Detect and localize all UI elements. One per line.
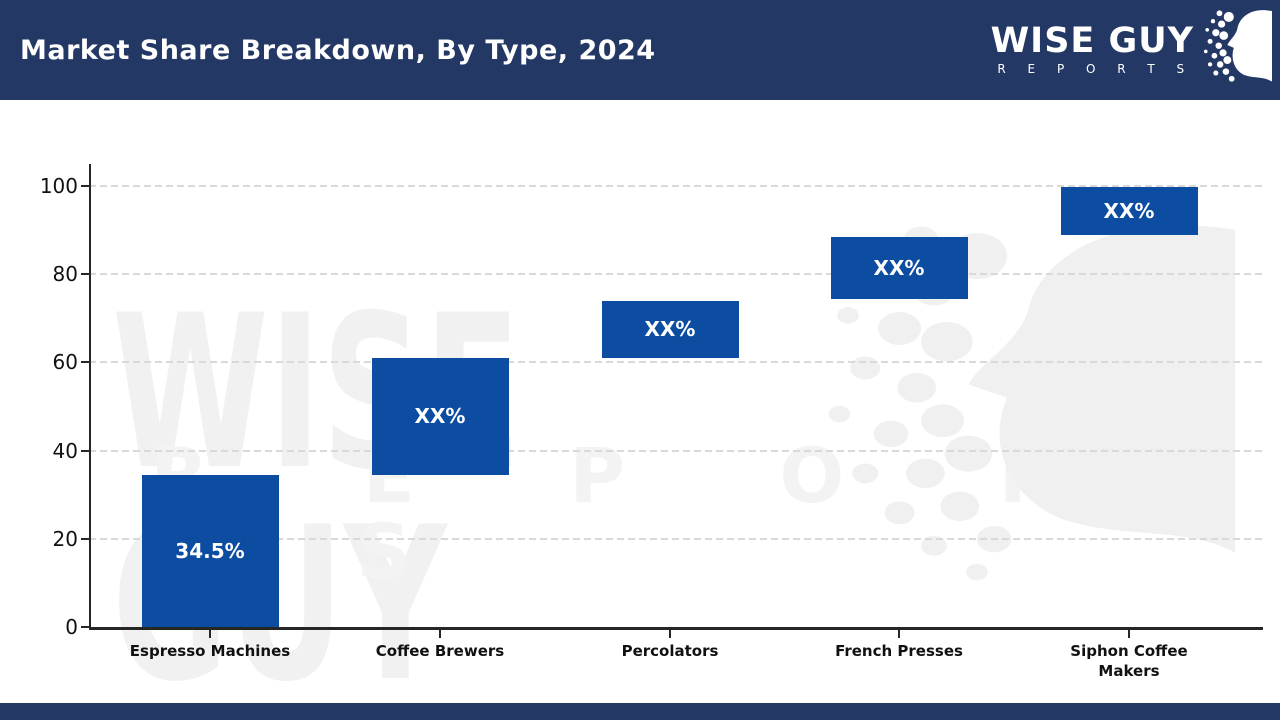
- x-axis-category-label: Percolators: [621, 642, 719, 660]
- x-axis-category-label: Coffee Brewers: [375, 642, 505, 660]
- gridline-60: [89, 361, 1263, 364]
- y-axis-tick-label: 0: [65, 615, 78, 639]
- y-axis-tick-mark: [81, 361, 89, 364]
- logo-wordmark: WISE GUY: [990, 21, 1194, 61]
- bar-espresso-machines: 34.5%: [141, 474, 279, 627]
- bar-percolators: XX%: [601, 300, 739, 358]
- page-title: Market Share Breakdown, By Type, 2024: [20, 34, 656, 66]
- bar-french-presses: XX%: [830, 236, 968, 300]
- footer-bar: [0, 703, 1280, 720]
- bar-siphon-coffee-makers: XX%: [1060, 186, 1198, 235]
- y-axis-spine: [89, 164, 91, 630]
- x-axis-tick-mark: [1128, 630, 1130, 638]
- bar-value-label: XX%: [873, 256, 925, 280]
- y-axis-tick-mark: [81, 537, 89, 540]
- x-axis-tick-mark: [669, 630, 671, 638]
- y-axis-tick-label: 20: [52, 526, 78, 551]
- x-axis-spine: [89, 627, 1263, 630]
- gridline-40: [89, 449, 1263, 452]
- gridline-80: [89, 273, 1263, 276]
- x-axis-category-label: Espresso Machines: [129, 642, 291, 660]
- bar-value-label: XX%: [414, 404, 466, 429]
- bar-coffee-brewers: XX%: [371, 357, 509, 475]
- x-axis-tick-mark: [209, 630, 211, 638]
- y-axis-tick-label: 100: [39, 174, 78, 198]
- watermark-face-logo: [828, 225, 1235, 581]
- y-axis-tick-label: 80: [52, 262, 78, 287]
- y-axis-tick-label: 40: [52, 438, 78, 463]
- y-axis-tick-label: 60: [52, 350, 78, 375]
- x-axis-category-label: French Presses: [835, 642, 963, 660]
- logo-text: WISE GUY R E P O R T S: [990, 21, 1194, 77]
- x-axis-tick-mark: [439, 630, 441, 638]
- wise-guy-reports-logo: WISE GUY R E P O R T S: [991, 4, 1280, 96]
- x-axis-category-label: Siphon Coffee Makers: [1070, 642, 1188, 681]
- gridline-20: [89, 537, 1263, 540]
- y-axis-tick-mark: [81, 449, 89, 452]
- y-axis-tick-mark: [81, 273, 89, 276]
- x-axis-tick-mark: [898, 630, 900, 638]
- bar-value-label: XX%: [1103, 198, 1155, 223]
- bar-value-label: XX%: [644, 317, 696, 342]
- bar-value-label: 34.5%: [175, 538, 245, 563]
- logo-subtitle: R E P O R T S: [997, 62, 1194, 76]
- gridline-100: [89, 185, 1263, 187]
- y-axis-tick-mark: [81, 626, 89, 628]
- header-bar: Market Share Breakdown, By Type, 2024 WI…: [0, 0, 1280, 100]
- y-axis-tick-mark: [81, 185, 89, 187]
- logo-face-icon: [1203, 10, 1272, 82]
